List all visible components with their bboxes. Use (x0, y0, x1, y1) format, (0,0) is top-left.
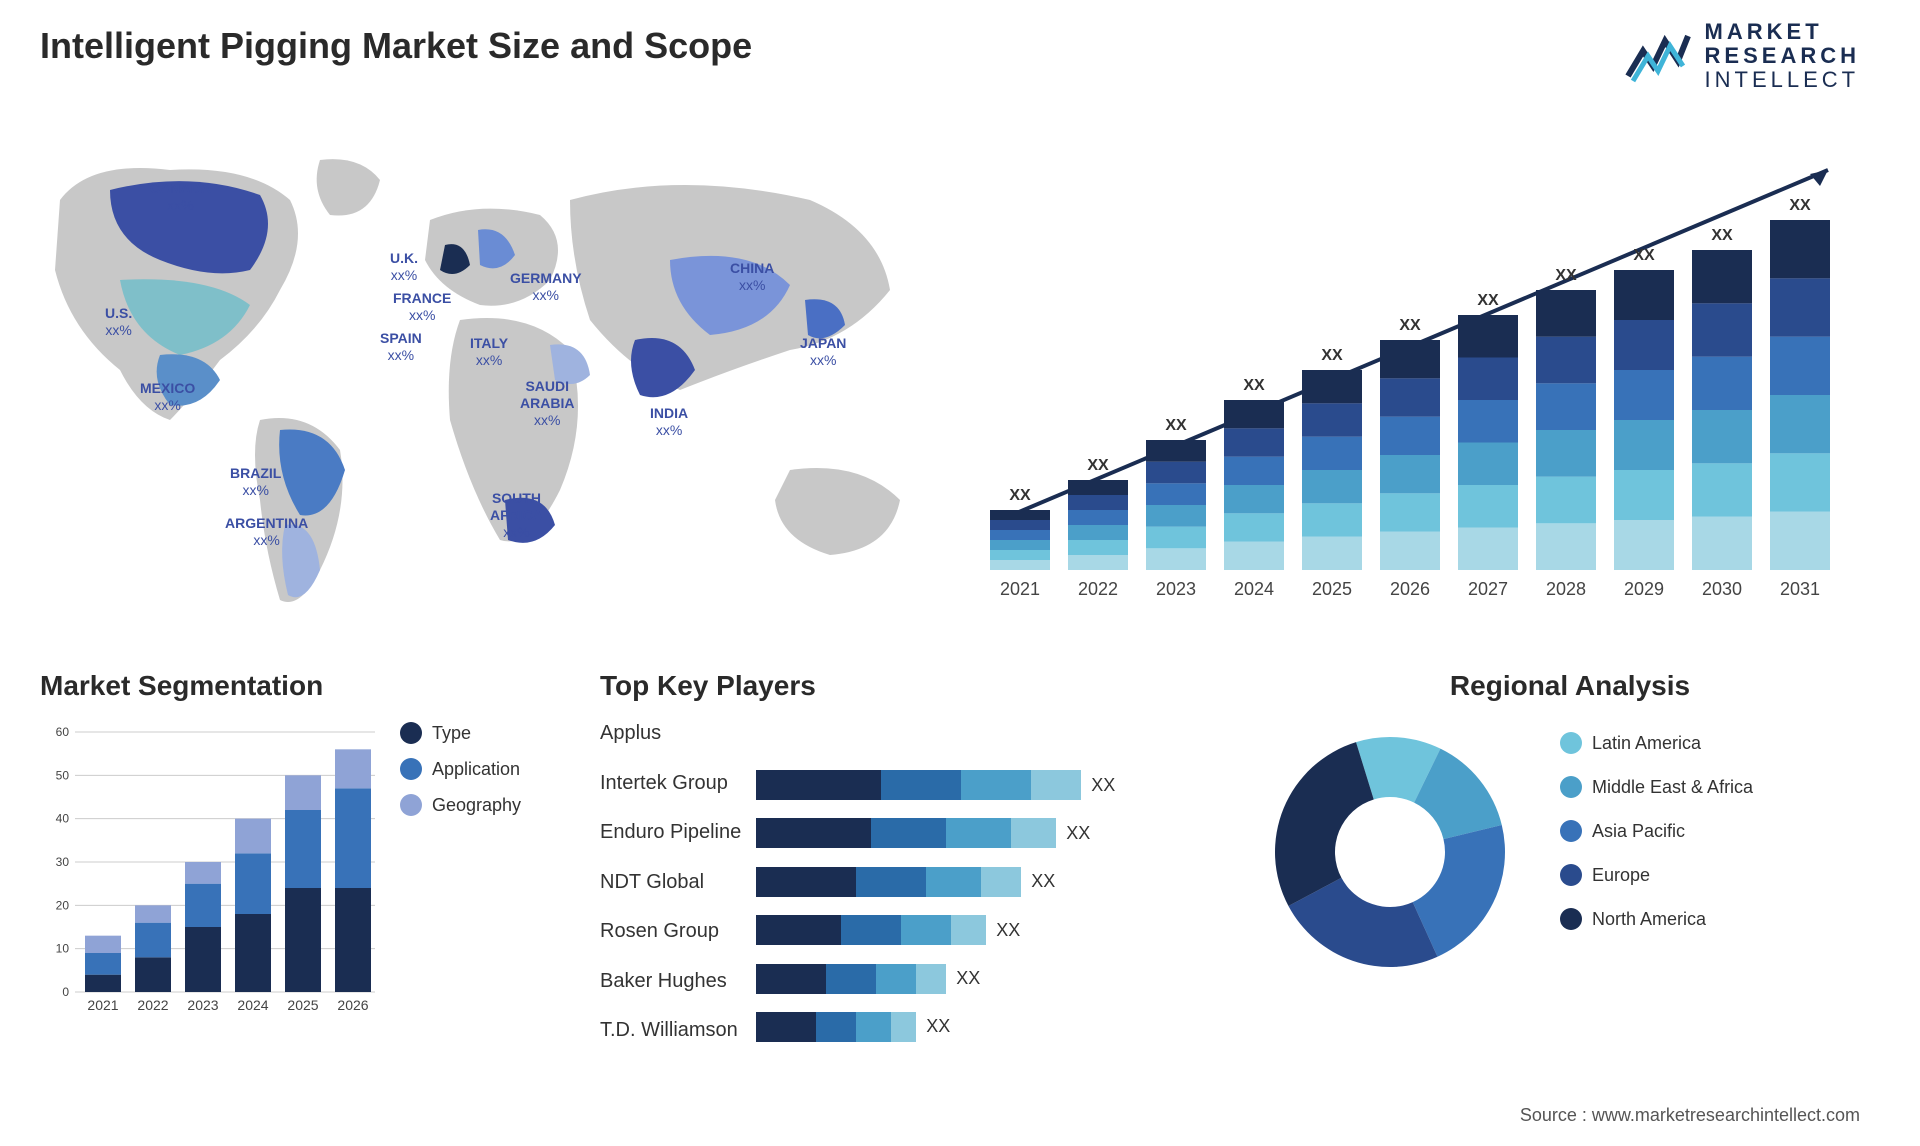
source-text: Source : www.marketresearchintellect.com (1520, 1105, 1860, 1126)
regional-title: Regional Analysis (1260, 670, 1880, 702)
svg-text:0: 0 (62, 985, 69, 999)
svg-text:XX: XX (1711, 227, 1733, 244)
map-label: ARGENTINAxx% (225, 515, 308, 549)
players-labels: Applus Intertek Group Enduro Pipeline NDT G… (600, 722, 741, 1042)
map-label: SOUTHAFRICAxx% (490, 490, 543, 540)
legend-item: Latin America (1560, 732, 1753, 754)
svg-text:20: 20 (56, 898, 70, 912)
map-label: SAUDIARABIAxx% (520, 378, 574, 428)
svg-text:2022: 2022 (1078, 579, 1118, 599)
player-name: Intertek Group (600, 772, 741, 795)
player-bar-row: XX (756, 1012, 1115, 1042)
player-bar-row: XX (756, 867, 1115, 897)
map-label: FRANCExx% (393, 290, 451, 324)
svg-text:2027: 2027 (1468, 579, 1508, 599)
segmentation-section: Market Segmentation 0 10 20 30 40 50 60 2021 202… (40, 670, 600, 1070)
growth-chart-svg: XX 2021 XX 2022 XX 2023 XX 2024 XX 2025 XX 2026 XX 20… (970, 140, 1860, 620)
map-label: JAPANxx% (800, 335, 846, 369)
logo-line3: INTELLECT (1705, 68, 1860, 92)
players-bars: XX XX XX XX XX XX (756, 722, 1115, 1042)
segmentation-title: Market Segmentation (40, 670, 600, 702)
svg-text:2030: 2030 (1702, 579, 1742, 599)
svg-text:40: 40 (56, 812, 70, 826)
player-name: Enduro Pipeline (600, 821, 741, 844)
svg-text:2023: 2023 (187, 997, 218, 1013)
legend-item: Geography (400, 794, 521, 816)
world-map: CANADAxx% U.S.xx% MEXICOxx% BRAZILxx% ARGENT… (30, 130, 950, 630)
map-label: INDIAxx% (650, 405, 688, 439)
svg-text:XX: XX (1087, 457, 1109, 474)
player-bar-row: XX (756, 770, 1115, 800)
legend-item: Application (400, 758, 521, 780)
svg-text:30: 30 (56, 855, 70, 869)
map-label: U.K.xx% (390, 250, 418, 284)
segmentation-legend: Type Application Geography (400, 722, 521, 1022)
svg-text:50: 50 (56, 768, 70, 782)
map-label: U.S.xx% (105, 305, 132, 339)
svg-text:2028: 2028 (1546, 579, 1586, 599)
players-section: Top Key Players Applus Intertek Group Endu… (600, 670, 1260, 1070)
logo-text: MARKET RESEARCH INTELLECT (1705, 20, 1860, 93)
svg-text:XX: XX (1321, 347, 1343, 364)
svg-text:XX: XX (1243, 377, 1265, 394)
svg-text:2031: 2031 (1780, 579, 1820, 599)
svg-text:XX: XX (1477, 292, 1499, 309)
player-name: Rosen Group (600, 920, 741, 943)
svg-text:2021: 2021 (87, 997, 118, 1013)
svg-text:2029: 2029 (1624, 579, 1664, 599)
page-title: Intelligent Pigging Market Size and Scop… (40, 25, 752, 67)
regional-section: Regional Analysis Latin America Middle Ea… (1260, 670, 1880, 1070)
map-label: ITALYxx% (470, 335, 508, 369)
player-name: Applus (600, 722, 741, 745)
svg-text:60: 60 (56, 725, 70, 739)
map-label: SPAINxx% (380, 330, 422, 364)
svg-text:XX: XX (1009, 487, 1031, 504)
svg-text:2025: 2025 (287, 997, 318, 1013)
regional-donut (1260, 722, 1520, 982)
legend-item: Type (400, 722, 521, 744)
map-label: MEXICOxx% (140, 380, 195, 414)
svg-text:2023: 2023 (1156, 579, 1196, 599)
svg-text:2024: 2024 (1234, 579, 1274, 599)
svg-text:XX: XX (1165, 417, 1187, 434)
logo: MARKET RESEARCH INTELLECT (1623, 20, 1860, 93)
player-bar-row: XX (756, 915, 1115, 945)
svg-text:2026: 2026 (1390, 579, 1430, 599)
map-label: CANADAxx% (150, 180, 211, 214)
svg-text:2022: 2022 (137, 997, 168, 1013)
svg-text:XX: XX (1633, 247, 1655, 264)
player-name: NDT Global (600, 871, 741, 894)
svg-text:2021: 2021 (1000, 579, 1040, 599)
map-label: BRAZILxx% (230, 465, 281, 499)
growth-chart: XX 2021 XX 2022 XX 2023 XX 2024 XX 2025 XX 2026 XX 20… (970, 140, 1860, 620)
legend-item: Asia Pacific (1560, 820, 1753, 842)
svg-text:XX: XX (1555, 267, 1577, 284)
players-title: Top Key Players (600, 670, 1260, 702)
regional-legend: Latin America Middle East & Africa Asia Pa… (1560, 722, 1753, 944)
logo-line1: MARKET (1705, 20, 1860, 44)
legend-item: Europe (1560, 864, 1753, 886)
legend-item: Middle East & Africa (1560, 776, 1753, 798)
svg-text:10: 10 (56, 942, 70, 956)
svg-text:2024: 2024 (237, 997, 268, 1013)
player-bar-row: XX (756, 818, 1115, 848)
segmentation-chart: 0 10 20 30 40 50 60 2021 2022 2023 2024 2025 2026 (40, 722, 380, 1022)
logo-icon (1623, 26, 1693, 86)
svg-text:XX: XX (1789, 197, 1811, 214)
map-label: GERMANYxx% (510, 270, 582, 304)
legend-item: North America (1560, 908, 1753, 930)
map-label: CHINAxx% (730, 260, 774, 294)
svg-text:XX: XX (1399, 317, 1421, 334)
player-bar-row: XX (756, 964, 1115, 994)
logo-line2: RESEARCH (1705, 44, 1860, 68)
svg-text:2026: 2026 (337, 997, 368, 1013)
svg-text:2025: 2025 (1312, 579, 1352, 599)
player-name: T.D. Williamson (600, 1019, 741, 1042)
player-name: Baker Hughes (600, 970, 741, 993)
